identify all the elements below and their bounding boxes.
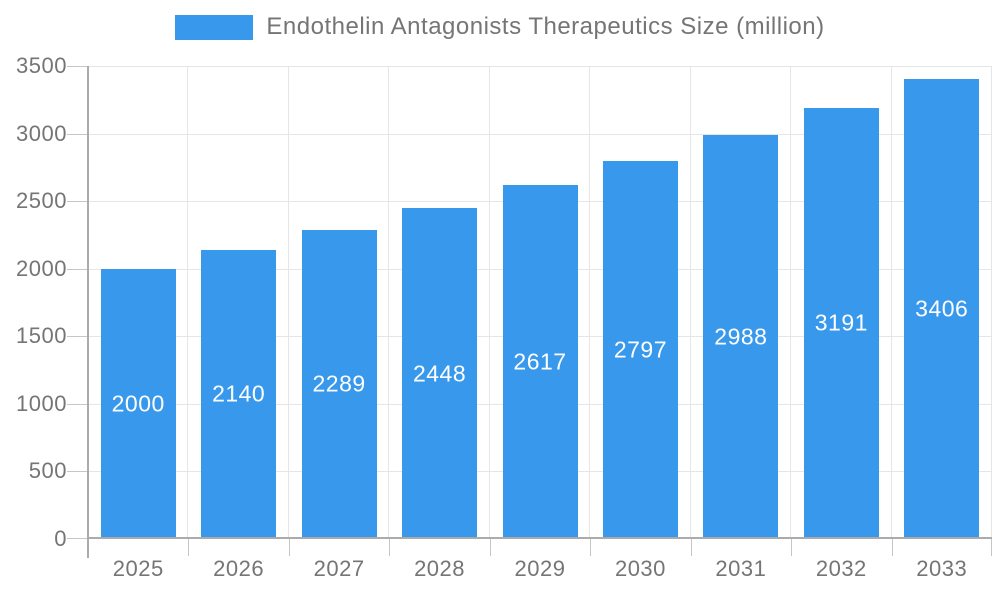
plot-area: 2000 2140 2289 2448 2617 2797 2988 3191 3406 — [67, 66, 992, 558]
bar-value-label: 2448 — [412, 360, 467, 387]
x-axis-label: 2026 — [213, 556, 265, 581]
x-axis-label: 2033 — [916, 556, 968, 581]
legend-label: Endothelin Antagonists Therapeutics Size… — [266, 13, 825, 40]
gridline-vertical — [287, 66, 289, 539]
bar: 3406 — [904, 78, 980, 539]
y-axis-label: 2000 — [16, 255, 67, 281]
gridline-horizontal — [88, 66, 992, 67]
x-tick-mark — [288, 539, 290, 556]
gridline-vertical — [890, 66, 892, 539]
y-axis-line — [87, 66, 89, 558]
bar: 3191 — [803, 107, 879, 539]
gridline-vertical — [187, 66, 189, 539]
bar-value-label: 3406 — [915, 295, 969, 322]
y-axis-label: 3000 — [16, 120, 67, 146]
gridline-horizontal — [88, 133, 992, 135]
y-tick-mark — [67, 133, 88, 135]
gridline-vertical — [488, 66, 490, 539]
bar: 2289 — [301, 229, 377, 539]
x-axis-label: 2032 — [815, 556, 867, 581]
bar-value-label: 2000 — [111, 390, 165, 417]
x-tick-mark — [489, 539, 491, 556]
x-axis-label: 2027 — [313, 556, 365, 581]
gridline-vertical — [689, 66, 691, 539]
x-axis-label: 2028 — [414, 556, 466, 581]
y-tick-mark — [67, 403, 88, 405]
y-axis-label: 500 — [28, 458, 67, 484]
y-axis-label: 3500 — [16, 53, 67, 78]
x-tick-mark — [389, 539, 391, 556]
bar: 2000 — [100, 268, 176, 539]
bar-value-label: 2289 — [312, 370, 366, 397]
x-tick-mark — [791, 539, 793, 556]
x-tick-mark — [690, 539, 692, 556]
bar: 2448 — [402, 208, 478, 539]
x-axis-label: 2029 — [514, 556, 566, 581]
x-tick-mark — [891, 539, 893, 556]
x-tick-mark — [188, 539, 190, 556]
y-axis-label: 1500 — [16, 323, 67, 349]
y-tick-mark — [67, 201, 88, 203]
gridline-vertical — [790, 66, 792, 539]
bar-value-label: 2140 — [212, 380, 266, 407]
legend-swatch — [175, 14, 254, 40]
x-tick-mark — [590, 539, 592, 556]
y-tick-mark — [67, 336, 88, 338]
bar-value-label: 2797 — [613, 336, 668, 363]
y-axis-label: 1000 — [16, 390, 67, 416]
y-tick-mark — [67, 268, 88, 270]
bar: 2797 — [602, 161, 678, 539]
y-tick-mark — [67, 66, 88, 67]
chart-legend: Endothelin Antagonists Therapeutics Size… — [0, 13, 1000, 41]
x-axis-label: 2031 — [715, 556, 767, 581]
bar: 2140 — [201, 249, 277, 539]
gridline-vertical — [388, 66, 390, 539]
y-tick-mark — [67, 471, 88, 473]
bar-value-label: 2617 — [513, 348, 567, 375]
y-tick-mark — [67, 538, 88, 539]
gridline-vertical — [991, 66, 992, 539]
x-axis-line — [88, 537, 992, 539]
x-tick-mark — [991, 539, 992, 556]
bar-value-label: 3191 — [814, 309, 868, 336]
bar: 2988 — [703, 135, 779, 539]
x-axis-label: 2030 — [614, 556, 666, 581]
y-axis-label: 2500 — [16, 188, 67, 214]
bar-value-label: 2988 — [714, 323, 768, 350]
gridline-vertical — [589, 66, 591, 539]
bar: 2617 — [502, 185, 578, 539]
y-axis-label: 0 — [54, 526, 67, 551]
x-axis-label: 2025 — [112, 556, 164, 581]
